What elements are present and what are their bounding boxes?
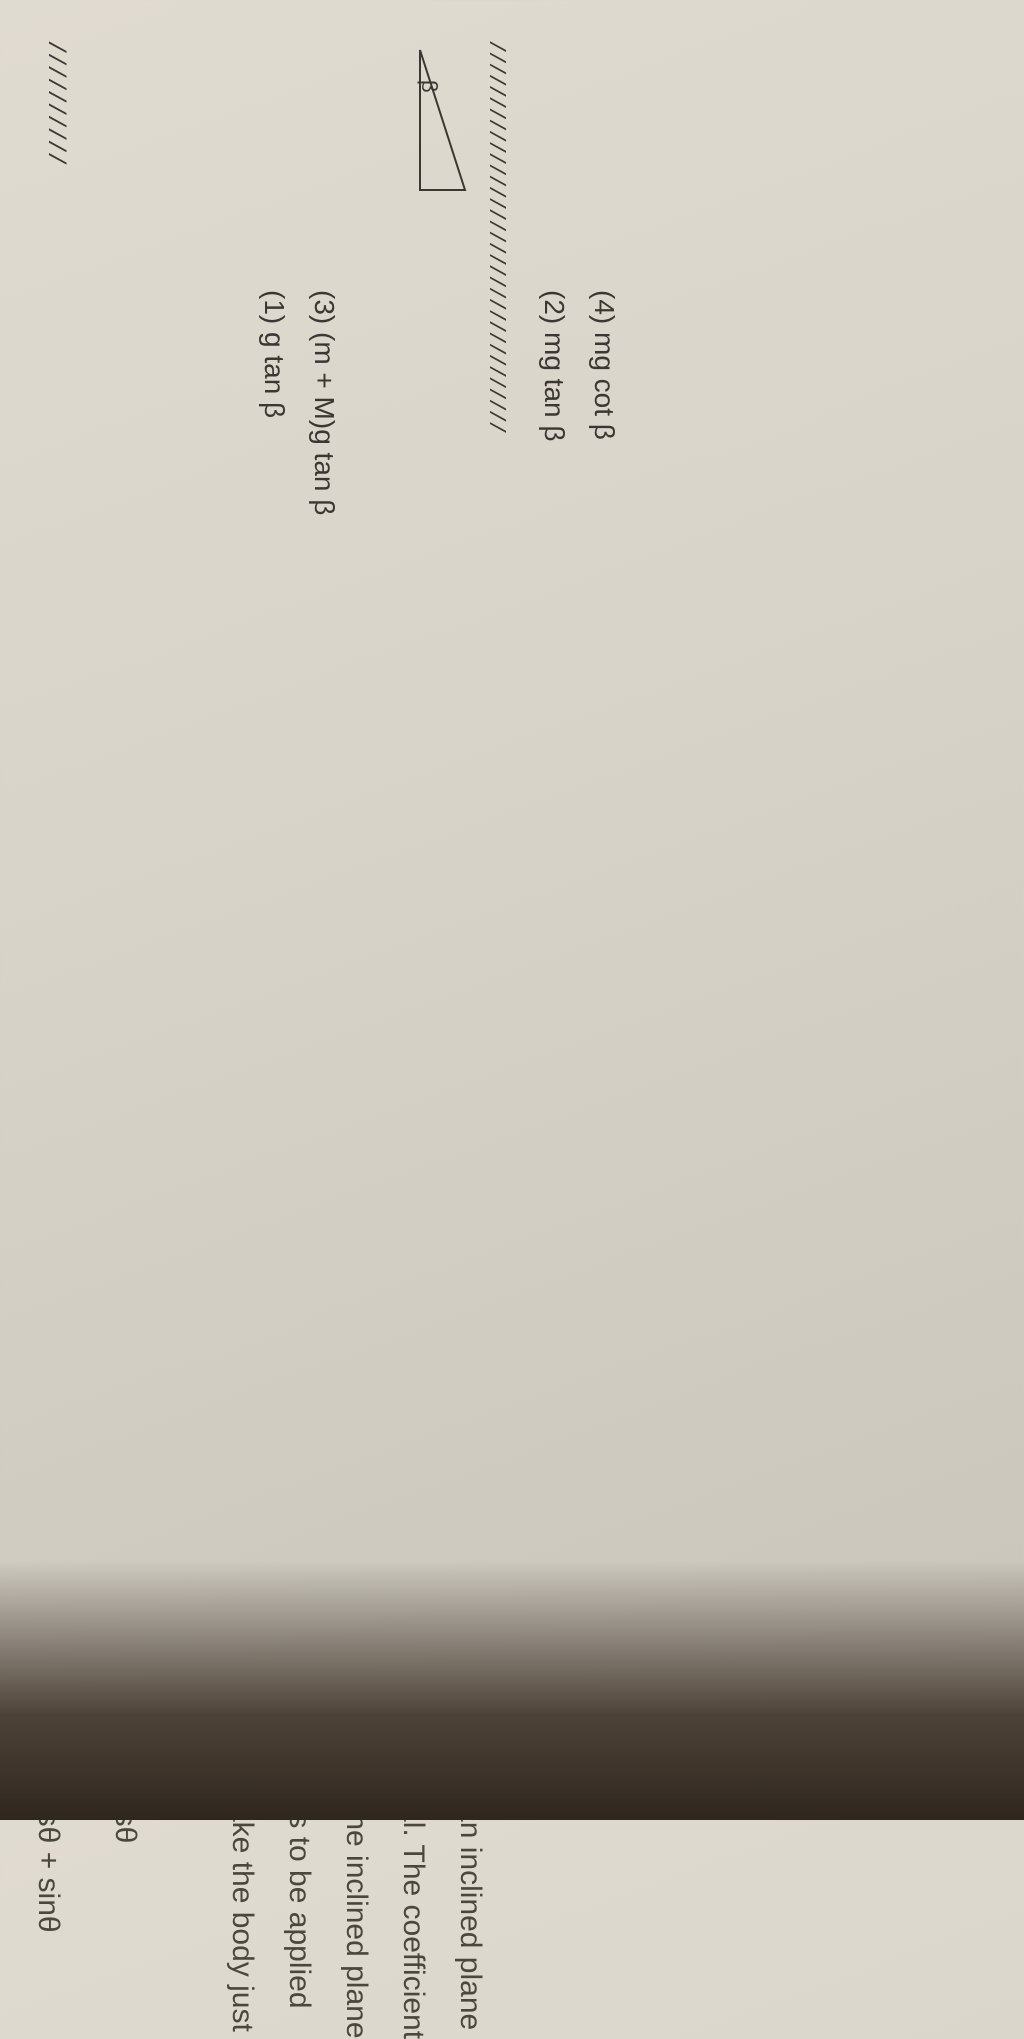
q21-option-3: (3) (m + M)g tan β	[308, 290, 340, 515]
beta-label: β	[416, 80, 442, 93]
q21-option-4: (4) mg cot β	[588, 290, 620, 440]
hatch-glyphs-2: ///////////////////////////////////	[483, 40, 508, 432]
q21-option-1: (1) g tan β	[258, 290, 290, 418]
q21-option-2: (2) mg tan β	[538, 290, 570, 441]
wedge-diagram: β	[405, 50, 470, 200]
desk-shadow	[0, 1560, 1024, 1820]
wedge-svg	[410, 50, 470, 200]
main-column: (1) g tan β (2) mg tan β (3) (m + M)g ta…	[0, 30, 240, 1730]
hatch-floor: ///////////////////////////////////	[483, 40, 510, 432]
